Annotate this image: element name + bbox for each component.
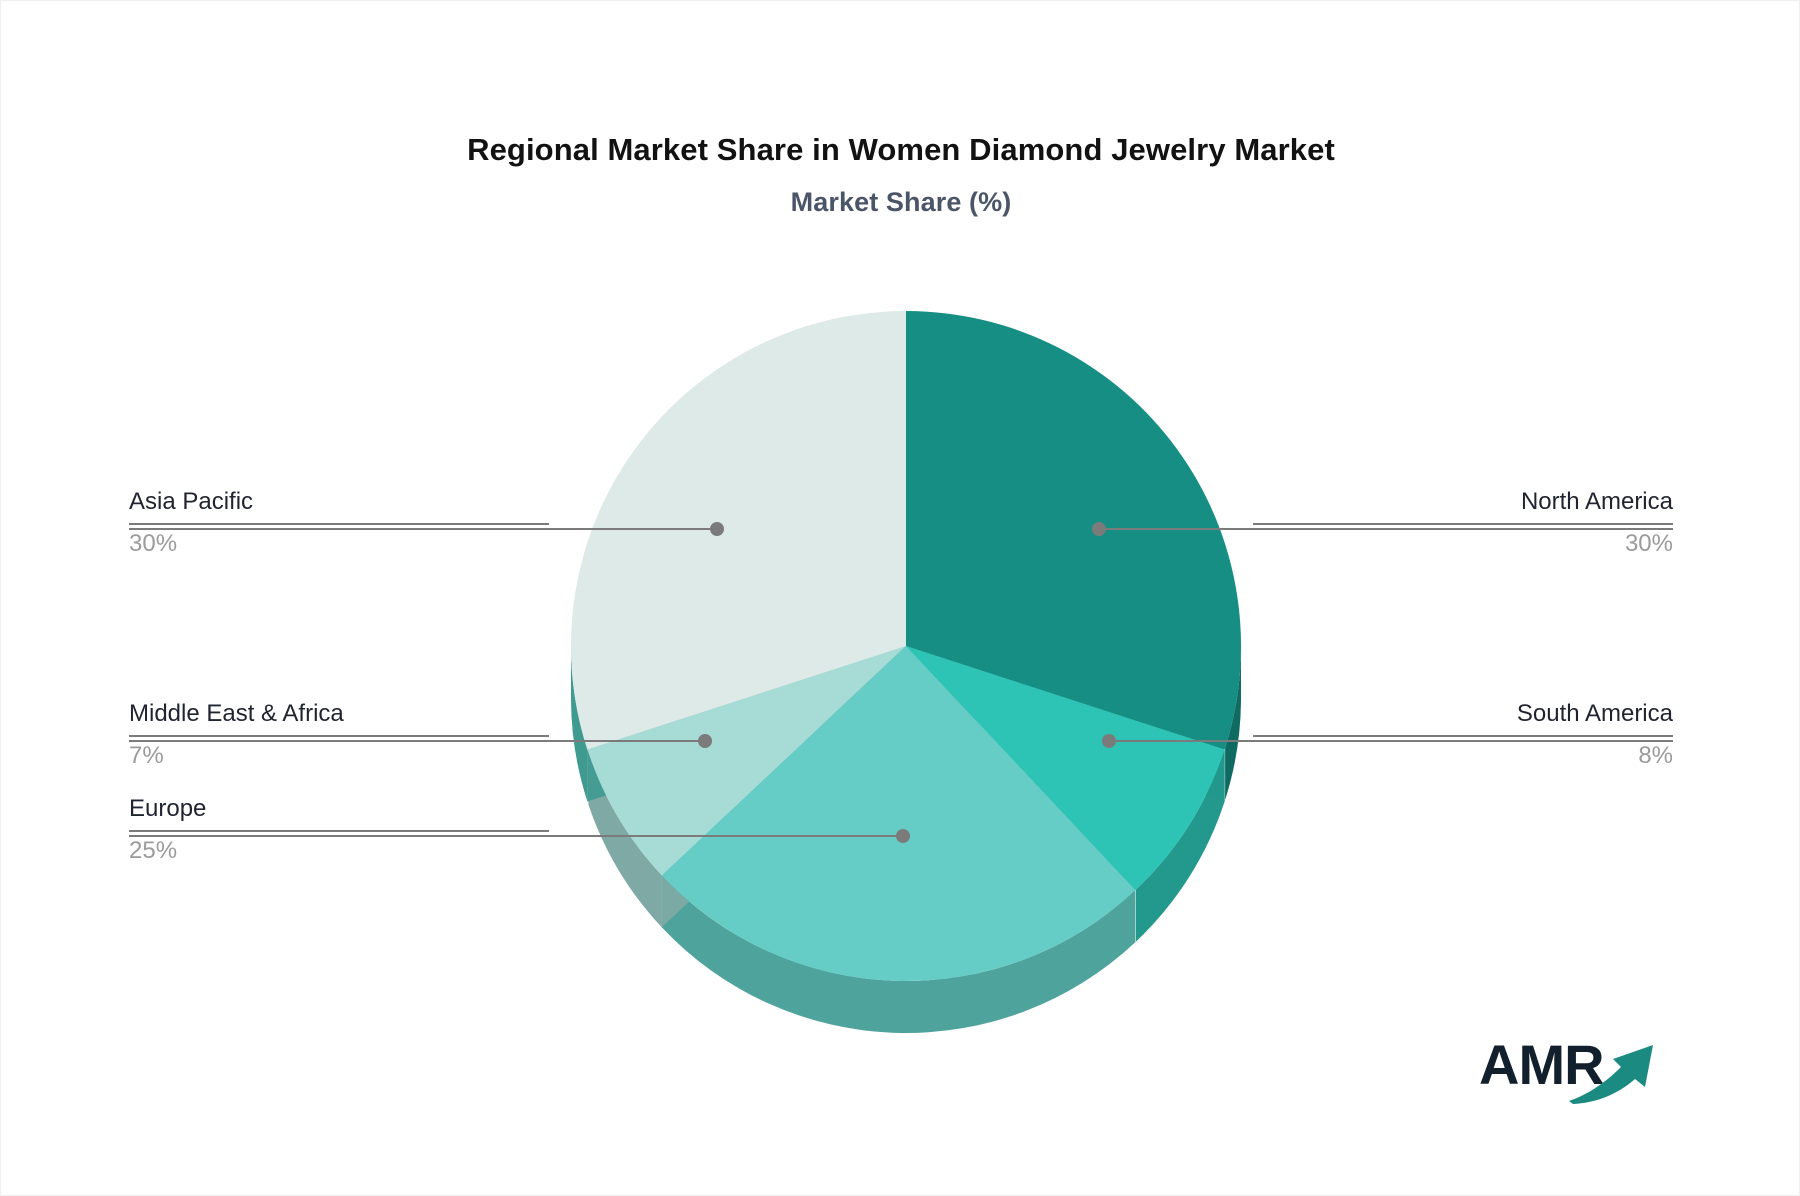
pie-slice-north-america[interactable] [906, 311, 1241, 750]
amr-logo-text: AMR [1479, 1033, 1605, 1096]
callout-asia-pacific[interactable]: Asia Pacific 30% [129, 487, 549, 559]
callout-value-north-america: 30% [1624, 530, 1673, 557]
callout-rule-south-america [1253, 735, 1673, 737]
callout-middle-east-africa[interactable]: Middle East & Africa 7% [129, 699, 549, 771]
callout-label-middle-east-africa: Middle East & Africa [129, 700, 344, 727]
pie-slice-side-north-america [1225, 649, 1241, 800]
callout-north-america[interactable]: North America 30% [1253, 487, 1673, 559]
callout-value-europe: 25% [129, 837, 178, 864]
pie-slice-side-europe [661, 875, 1136, 1033]
pie-slice-side-middle-east-africa [588, 752, 662, 928]
growth-arrow-icon [1569, 1045, 1653, 1104]
callout-value-middle-east-africa: 7% [129, 742, 164, 769]
pie-slice-side-south-america [1135, 749, 1225, 942]
callout-rule-europe [129, 830, 549, 832]
callout-value-asia-pacific: 30% [129, 530, 178, 557]
callout-label-europe: Europe [129, 795, 207, 822]
pie-slice-south-america[interactable] [906, 646, 1225, 891]
callout-rule-middle-east-africa [129, 735, 549, 737]
callout-rule-north-america [1253, 523, 1673, 525]
page-title: Regional Market Share in Women Diamond J… [467, 132, 1335, 167]
pie-slice-europe[interactable] [661, 646, 1136, 981]
amr-logo: AMR [1479, 1031, 1659, 1109]
callout-label-north-america: North America [1520, 488, 1673, 515]
pie-slice-side-asia-pacific [571, 647, 588, 802]
pie-slice-asia-pacific[interactable] [570, 311, 906, 750]
pie-slice-middle-east-africa[interactable] [587, 646, 906, 876]
callout-value-south-america: 8% [1638, 742, 1673, 769]
callout-europe[interactable]: Europe 25% [129, 794, 549, 866]
callout-label-south-america: South America [1516, 700, 1673, 727]
callout-label-asia-pacific: Asia Pacific [129, 488, 254, 515]
callout-south-america[interactable]: South America 8% [1253, 699, 1673, 771]
callout-rule-asia-pacific [129, 523, 549, 525]
chart-subtitle: Market Share (%) [790, 187, 1012, 217]
